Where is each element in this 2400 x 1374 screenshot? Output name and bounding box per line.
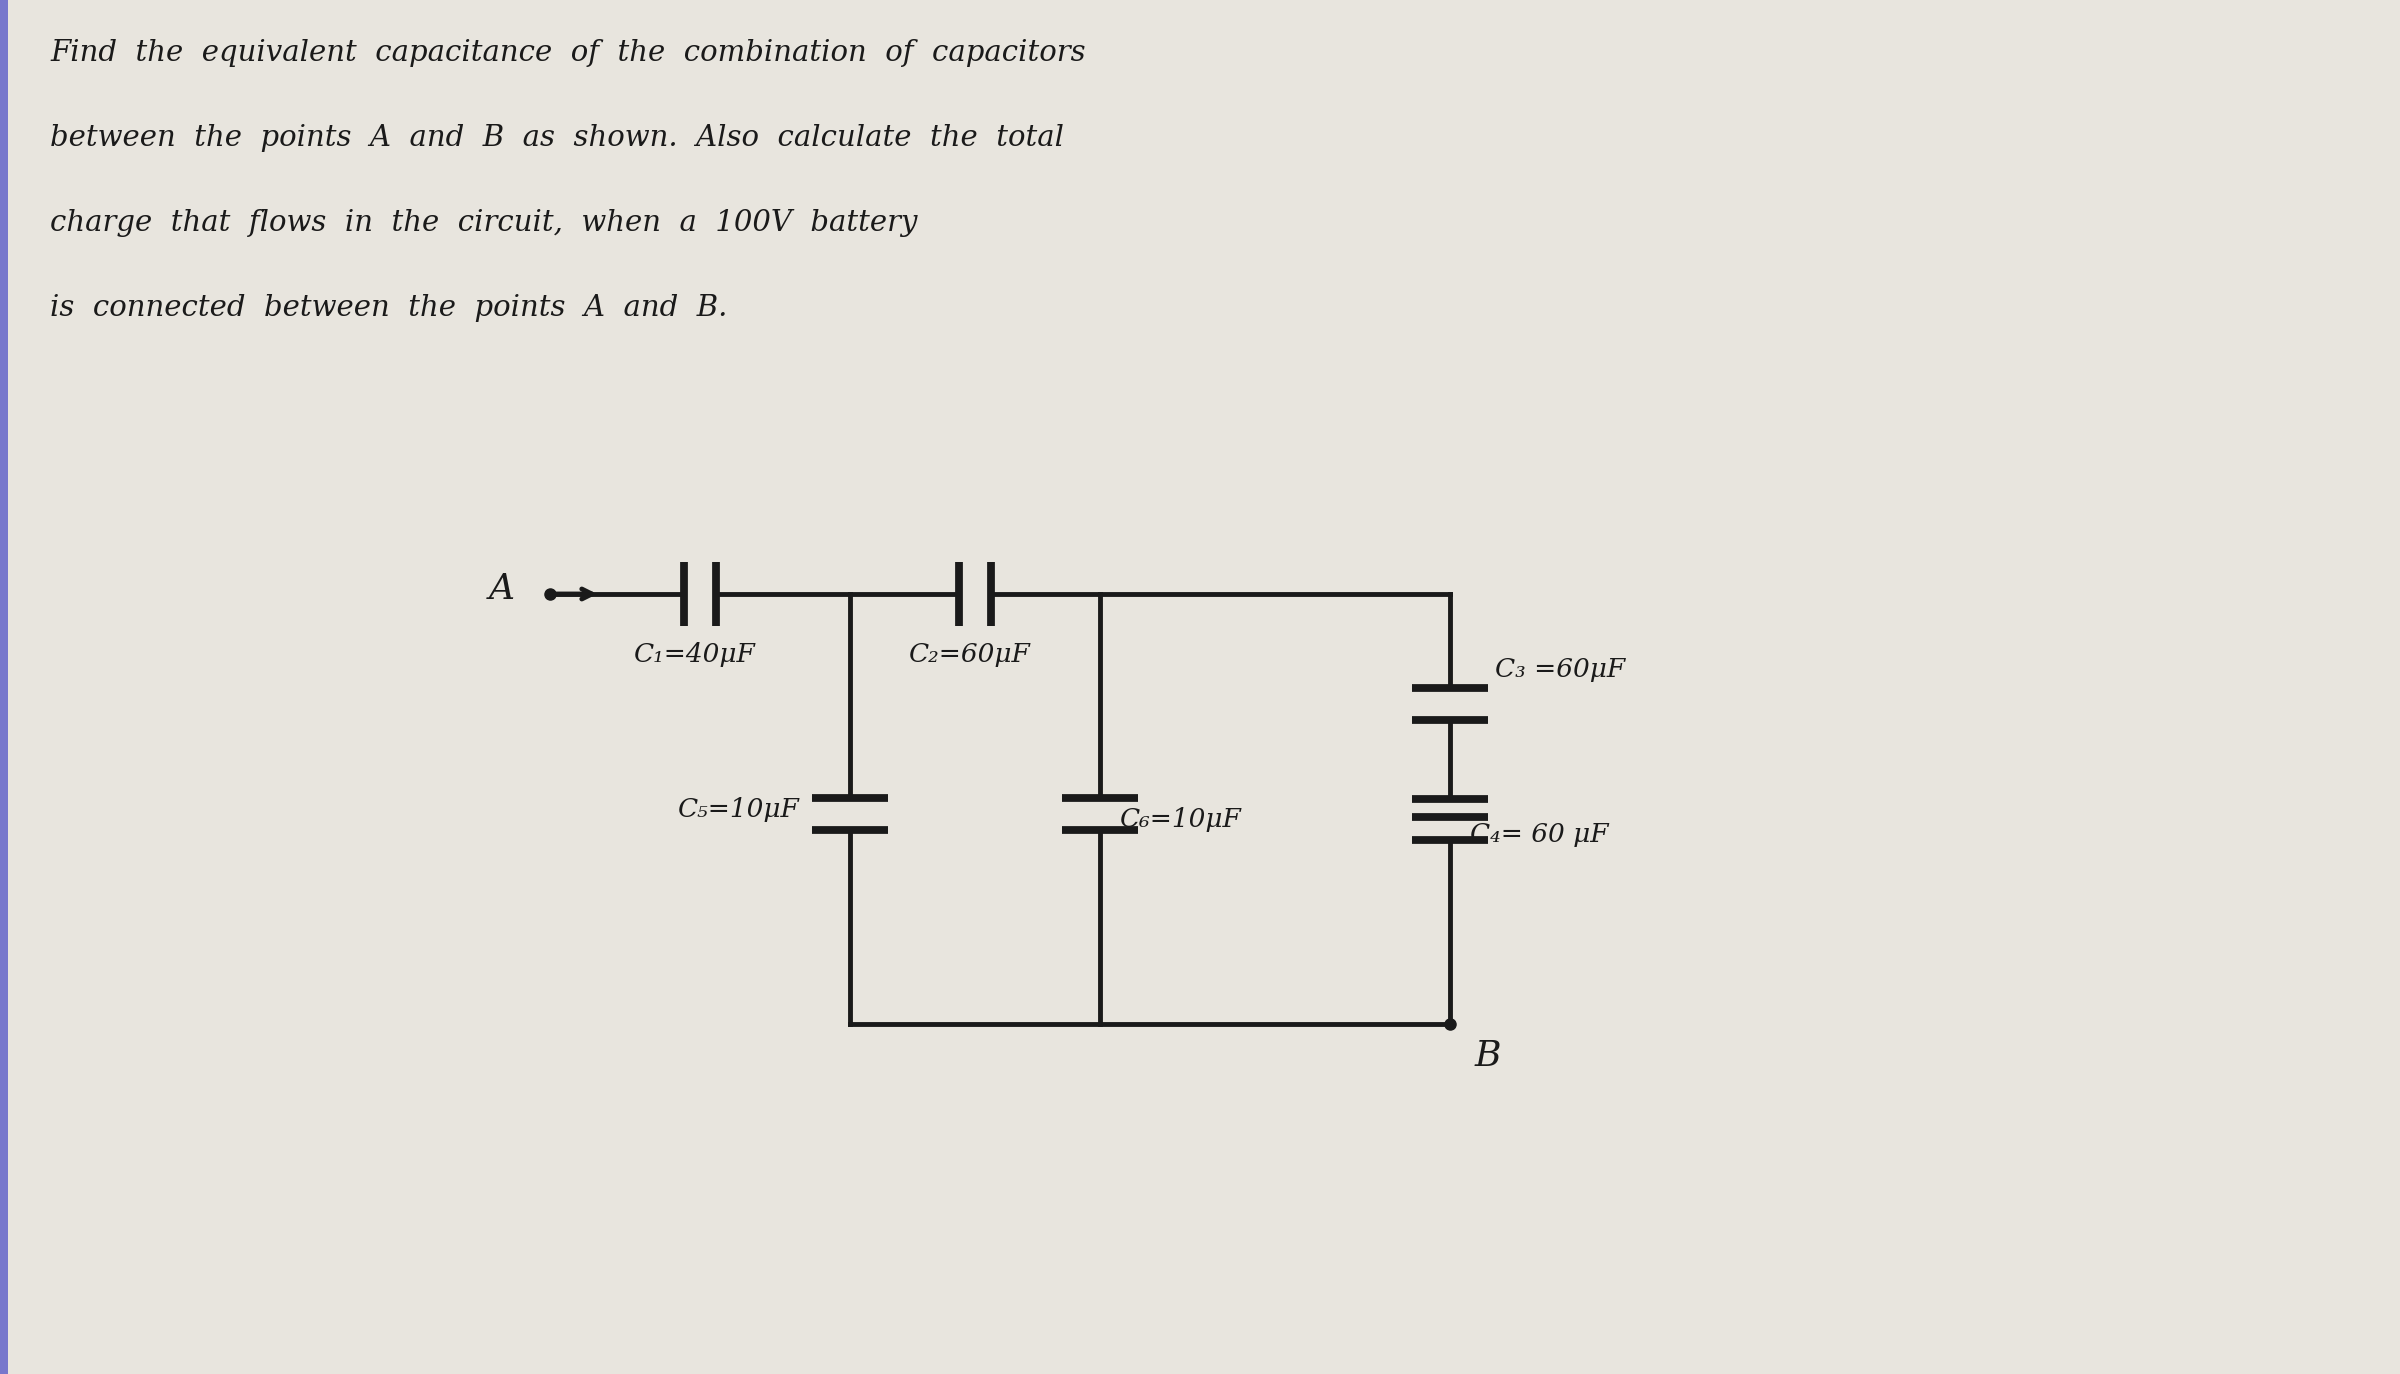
Text: A: A [490, 572, 516, 606]
Text: Find  the  equivalent  capacitance  of  the  combination  of  capacitors: Find the equivalent capacitance of the c… [50, 38, 1085, 67]
Text: between  the  points  A  and  B  as  shown.  Also  calculate  the  total: between the points A and B as shown. Als… [50, 124, 1063, 153]
Text: C₆=10μF: C₆=10μF [1121, 807, 1241, 831]
Text: C₅=10μF: C₅=10μF [679, 797, 799, 822]
Text: is  connected  between  the  points  A  and  B.: is connected between the points A and B. [50, 294, 727, 322]
Text: C₃ =60μF: C₃ =60μF [1495, 657, 1625, 682]
FancyBboxPatch shape [0, 0, 7, 1374]
Text: C₂=60μF: C₂=60μF [910, 642, 1032, 666]
Text: charge  that  flows  in  the  circuit,  when  a  100V  battery: charge that flows in the circuit, when a… [50, 209, 917, 236]
Text: C₄= 60 μF: C₄= 60 μF [1469, 822, 1608, 846]
Text: C₁=40μF: C₁=40μF [634, 642, 756, 666]
Text: B: B [1476, 1039, 1502, 1073]
